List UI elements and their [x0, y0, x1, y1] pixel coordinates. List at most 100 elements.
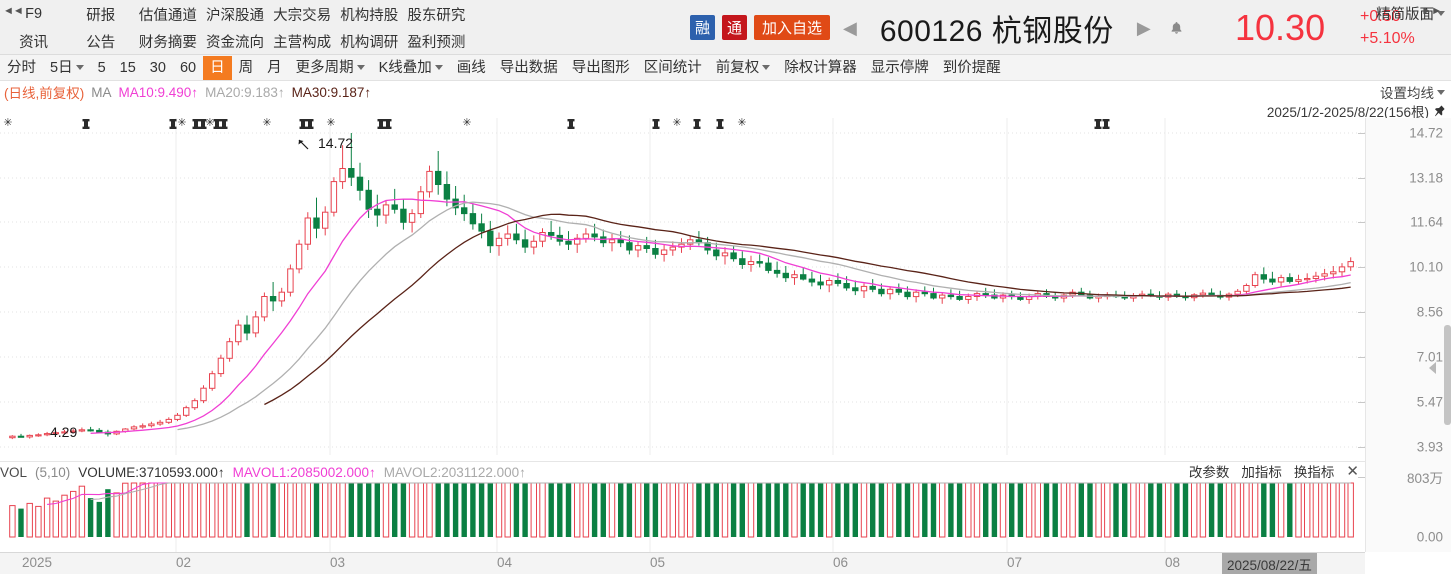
toolbar-item-label: 5: [97, 59, 106, 76]
scroll-left-icon[interactable]: ◄◄: [3, 5, 24, 17]
toolbar-item-8[interactable]: 月: [260, 56, 289, 80]
chevron-down-icon: [762, 65, 771, 71]
time-axis-label-5: 06: [833, 555, 849, 570]
nav-item-4-bottom[interactable]: 主营构成: [273, 35, 332, 51]
toolbar-item-label: 到价提醒: [942, 59, 1001, 76]
switch-indicator-button[interactable]: 换指标: [1293, 465, 1335, 480]
nav-item-2-bottom[interactable]: 财务摘要: [138, 35, 197, 51]
news-marker: [169, 119, 177, 129]
toolbar-item-label: 月: [267, 59, 282, 76]
time-axis-label-6: 07: [1007, 555, 1023, 570]
price-axis-label-2: 11.64: [1410, 214, 1443, 230]
nav-item-1-top[interactable]: 研报: [86, 7, 116, 24]
toolbar-item-3[interactable]: 15: [113, 56, 143, 80]
toolbar-item-1[interactable]: 5日: [43, 56, 91, 80]
ma-indicator-name: MA: [91, 84, 112, 100]
volume-chart-svg: [9, 482, 1354, 552]
toolbar-item-label: 周: [238, 59, 254, 76]
svg-text:✳: ✳: [462, 118, 471, 129]
news-marker: ✳: [177, 118, 186, 129]
axis-collapse-icon[interactable]: [1429, 362, 1436, 374]
news-marker: [1102, 119, 1110, 129]
toolbar-item-5[interactable]: 60: [173, 56, 203, 80]
toolbar-item-13[interactable]: 导出图形: [565, 56, 637, 80]
volume-axis-tick: [1358, 477, 1365, 478]
toolbar-item-12[interactable]: 导出数据: [493, 56, 565, 80]
pin-icon[interactable]: [1434, 105, 1445, 117]
vertical-scrollbar-thumb[interactable]: [1444, 325, 1451, 425]
volume-indicator-legend: VOL (5,10) VOLUME:3710593.000↑ MAVOL1:20…: [0, 461, 1365, 482]
toolbar-item-2[interactable]: 5: [91, 56, 113, 80]
toolbar-item-11[interactable]: 画线: [450, 56, 493, 80]
nav-item-0-top[interactable]: F9: [25, 6, 43, 22]
news-marker: [567, 119, 575, 129]
nav-item-4-top[interactable]: 大宗交易: [273, 7, 332, 24]
nav-item-6-bottom[interactable]: 盈利预测: [407, 35, 466, 51]
simple-layout-button[interactable]: 精简版面: [1376, 0, 1445, 26]
toolbar-item-17[interactable]: 显示停牌: [864, 56, 936, 80]
toolbar-item-16[interactable]: 除权计算器: [777, 56, 864, 80]
toolbar-item-7[interactable]: 周: [232, 56, 261, 80]
nav-item-2-top[interactable]: 估值通道: [138, 7, 197, 24]
toolbar-item-14[interactable]: 区间统计: [637, 56, 709, 80]
price-axis-tick: [1358, 402, 1365, 403]
toolbar-item-15[interactable]: 前复权: [709, 56, 778, 80]
toolbar-item-4[interactable]: 30: [143, 56, 173, 80]
nav-item-0-bottom[interactable]: 资讯: [19, 35, 49, 51]
prev-stock-icon[interactable]: ◀: [843, 17, 857, 38]
add-to-watchlist-button[interactable]: 加入自选: [754, 15, 831, 40]
price-axis-tick: [1358, 178, 1365, 179]
nav-item-3-bottom[interactable]: 资金流向: [205, 35, 264, 51]
alert-bell-icon[interactable]: [1170, 21, 1183, 35]
toolbar-item-0[interactable]: 分时: [0, 56, 43, 80]
nav-item-1-bottom[interactable]: 公告: [86, 35, 116, 51]
chevron-down-icon: [434, 65, 443, 71]
chevron-down-icon: [1437, 89, 1445, 95]
scroll-right-icon[interactable]: ►►: [1421, 5, 1442, 17]
next-stock-icon[interactable]: ▶: [1136, 17, 1151, 38]
news-marker: ✳: [462, 118, 471, 129]
chart-toolbar: 分时 5日 5 15 30 60 日周月更多周期 K线叠加 画线 导出数据 导出图形 区间统计 前复权 除…: [0, 55, 1451, 81]
toolbar-item-label: 30: [149, 59, 166, 76]
toolbar-item-label: 区间统计: [643, 59, 702, 76]
ma-period-label: (日线,前复权): [4, 86, 85, 101]
add-indicator-button[interactable]: 加指标: [1241, 465, 1282, 480]
nav-item-6-top[interactable]: 股东研究: [407, 7, 466, 24]
volume-panel-actions: 改参数 加指标 换指标 ✕: [1189, 461, 1359, 481]
toolbar-item-label: 导出图形: [571, 59, 630, 76]
change-params-button[interactable]: 改参数: [1188, 465, 1230, 480]
news-marker: ✳: [262, 118, 271, 129]
margin-trading-tag[interactable]: 融: [690, 15, 715, 40]
toolbar-item-label: 画线: [456, 59, 486, 76]
stock-connect-tag[interactable]: 通: [722, 15, 747, 40]
close-icon[interactable]: ✕: [1346, 463, 1359, 480]
ma20-value: MA20:9.183↑: [205, 84, 285, 100]
price-chart[interactable]: ✳ ✳ ✳ ✳ ✳ ✳ ✳ ✳: [0, 118, 1365, 455]
nav-item-5-bottom[interactable]: 机构调研: [340, 35, 399, 51]
toolbar-item-10[interactable]: K线叠加: [372, 56, 450, 80]
time-axis-label-0: 2025: [22, 555, 53, 570]
price-axis-tick: [1358, 357, 1365, 358]
nav-item-3-top[interactable]: 沪深股通: [205, 7, 264, 24]
price-change-percent: +5.10%: [1360, 29, 1415, 47]
toolbar-item-6[interactable]: 日: [203, 55, 232, 80]
date-range-label[interactable]: 2025/1/2-2025/8/22(156根): [1266, 105, 1429, 120]
volume-chart[interactable]: [0, 482, 1365, 552]
time-axis-label-7: 08: [1165, 555, 1181, 570]
toolbar-item-9[interactable]: 更多周期: [289, 56, 372, 80]
svg-text:✳: ✳: [177, 118, 186, 129]
nav-item-5-top[interactable]: 机构持股: [340, 7, 399, 24]
vol-indicator-name: VOL: [0, 464, 28, 480]
app-header: F9 研报 估值通道 沪深股通 大宗交易 机构持股 股东研究资讯 公告 财务摘要 资金流向 主营构成…: [0, 0, 1451, 55]
toolbar-item-label: 5日: [50, 59, 73, 76]
set-ma-button[interactable]: 设置均线: [1380, 82, 1445, 102]
news-marker: [693, 119, 701, 129]
time-axis-label-4: 05: [650, 555, 666, 570]
toolbar-item-18[interactable]: 到价提醒: [936, 56, 1008, 80]
page-title: 600126 杭钢股份: [879, 14, 1114, 48]
news-marker: [306, 119, 314, 129]
price-axis-tick: [1358, 267, 1365, 268]
price-axis-label-7: 3.93: [1416, 439, 1443, 455]
toolbar-item-label: 分时: [7, 59, 36, 76]
news-marker: [213, 119, 221, 129]
